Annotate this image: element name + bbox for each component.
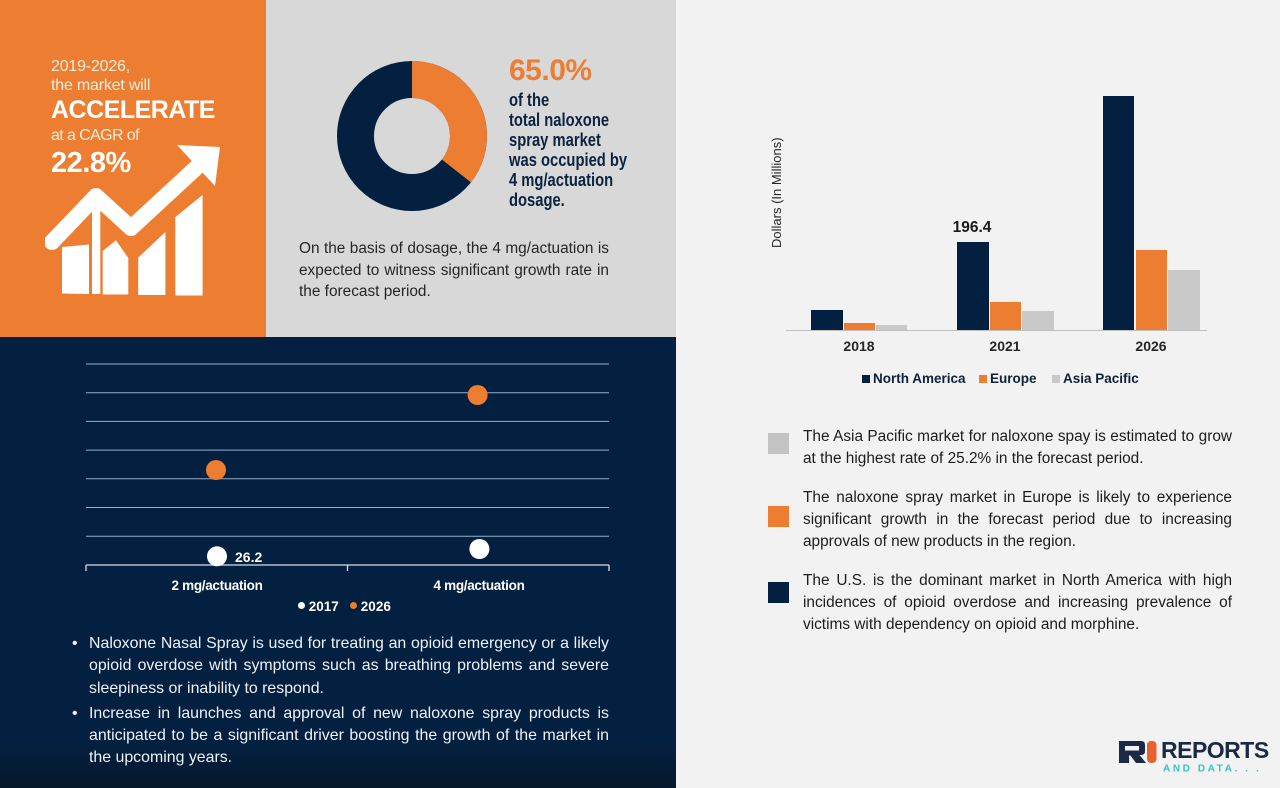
svg-text:AND DATA. . .: AND DATA. . . bbox=[1163, 764, 1261, 775]
svg-text:REPORTS: REPORTS bbox=[1161, 738, 1269, 763]
